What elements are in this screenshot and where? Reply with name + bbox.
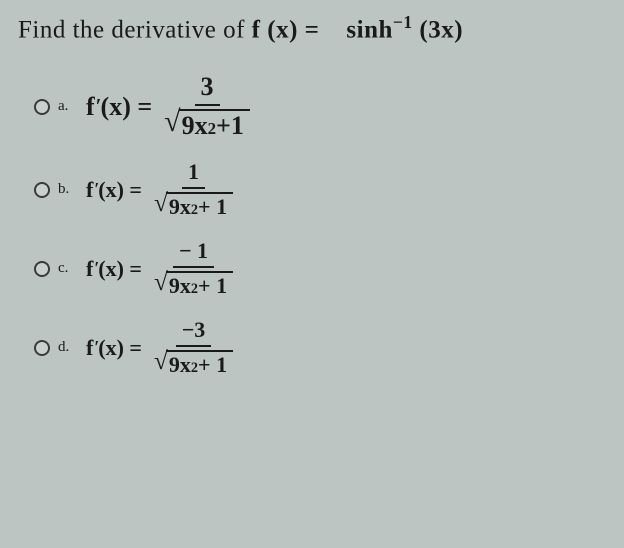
option-formula: f′(x) = −3 √ 9x2 + 1 [86, 317, 239, 378]
denominator: √ 9x2 + 1 [148, 189, 239, 220]
radio-icon[interactable] [34, 99, 50, 115]
denominator: √ 9x2 + 1 [148, 347, 239, 378]
lhs-f: f [86, 92, 95, 122]
den-exp: 2 [191, 281, 198, 298]
den-exp: 2 [208, 119, 216, 139]
den-exp: 2 [191, 202, 198, 219]
question-rhs-func: sinh [346, 16, 392, 43]
option-d[interactable]: d. f′(x) = −3 √ 9x2 + 1 [34, 317, 606, 378]
den-tail: +1 [216, 111, 244, 141]
lhs-f: f [86, 177, 93, 203]
den-coef: 9x [182, 111, 208, 141]
option-b[interactable]: b. f′(x) = 1 √ 9x2 + 1 [34, 159, 606, 220]
numerator: −3 [176, 317, 212, 347]
den-tail: + 1 [198, 352, 227, 378]
lhs-f: f [86, 256, 93, 282]
fraction: 1 √ 9x2 + 1 [148, 159, 239, 220]
numerator: 1 [182, 159, 205, 189]
den-exp: 2 [191, 360, 198, 377]
option-label: d. [58, 339, 74, 356]
den-coef: 9x [169, 352, 191, 378]
option-formula: f′(x) = 3 √ 9x2+1 [86, 72, 256, 141]
option-label: c. [58, 260, 74, 277]
den-tail: + 1 [198, 194, 227, 220]
question-prefix: Find the derivative of [18, 16, 252, 43]
radio-icon[interactable] [34, 340, 50, 356]
options-list: a. f′(x) = 3 √ 9x2+1 b. [18, 72, 606, 378]
question-rhs-exp: −1 [393, 12, 413, 32]
question-rhs-arg: (3x) [419, 16, 463, 43]
den-tail: + 1 [198, 273, 227, 299]
question-fn: f (x) = [252, 16, 320, 43]
lhs-arg: (x) = [98, 177, 142, 203]
option-label: a. [58, 98, 74, 115]
numerator: 3 [195, 72, 220, 106]
fraction: 3 √ 9x2+1 [158, 72, 256, 141]
option-formula: f′(x) = − 1 √ 9x2 + 1 [86, 238, 239, 299]
option-formula: f′(x) = 1 √ 9x2 + 1 [86, 159, 239, 220]
option-a[interactable]: a. f′(x) = 3 √ 9x2+1 [34, 72, 606, 141]
lhs-arg: (x) = [98, 256, 142, 282]
numerator: − 1 [173, 238, 214, 268]
denominator: √ 9x2+1 [158, 106, 256, 141]
option-label: b. [58, 181, 74, 198]
lhs-arg: (x) = [98, 335, 142, 361]
lhs-arg: (x) = [101, 92, 153, 122]
denominator: √ 9x2 + 1 [148, 268, 239, 299]
fraction: − 1 √ 9x2 + 1 [148, 238, 239, 299]
fraction: −3 √ 9x2 + 1 [148, 317, 239, 378]
question-text: Find the derivative of f (x) = sinh−1 (3… [18, 12, 606, 44]
radio-icon[interactable] [34, 182, 50, 198]
den-coef: 9x [169, 194, 191, 220]
radio-icon[interactable] [34, 261, 50, 277]
den-coef: 9x [169, 273, 191, 299]
lhs-f: f [86, 335, 93, 361]
option-c[interactable]: c. f′(x) = − 1 √ 9x2 + 1 [34, 238, 606, 299]
